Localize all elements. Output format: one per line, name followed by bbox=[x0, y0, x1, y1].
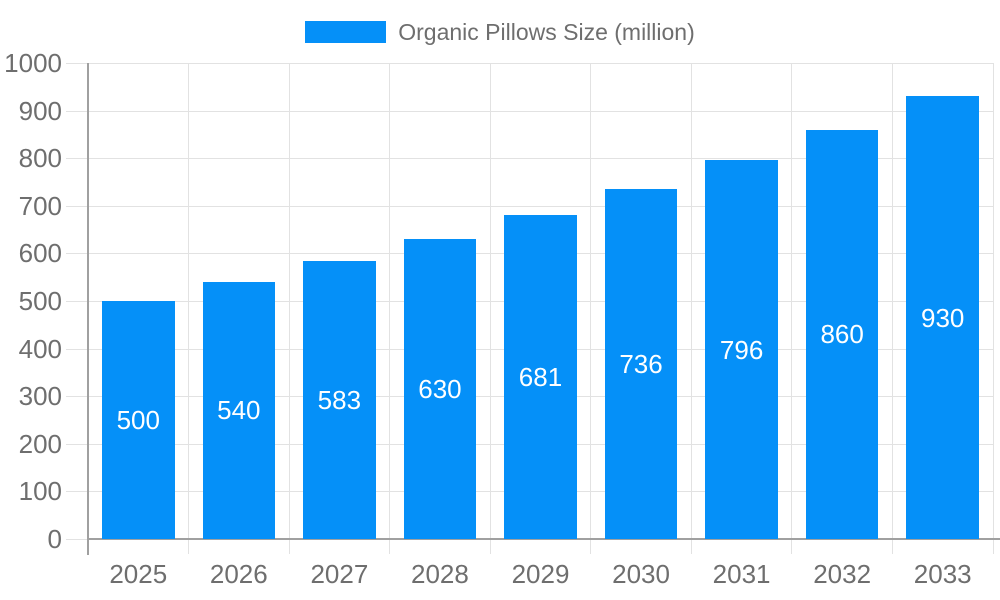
gridline-h bbox=[66, 110, 993, 112]
y-tick-label: 900 bbox=[18, 95, 62, 126]
y-tick-label: 0 bbox=[47, 524, 62, 554]
gridline-h bbox=[66, 205, 993, 207]
x-tick-label: 2025 bbox=[109, 559, 168, 589]
gridline-v bbox=[992, 63, 994, 554]
x-axis-line bbox=[88, 538, 1000, 540]
y-tick-label: 1000 bbox=[4, 48, 62, 78]
bar-2032[interactable]: 860 bbox=[805, 129, 879, 539]
gridline-v bbox=[891, 63, 893, 554]
bar-value-label: 681 bbox=[518, 361, 563, 392]
gridline-v bbox=[791, 63, 793, 554]
bar-value-label: 540 bbox=[217, 395, 261, 426]
legend-label: Organic Pillows Size (million) bbox=[398, 18, 695, 45]
x-tick-label: 2030 bbox=[612, 559, 670, 589]
gridline-v bbox=[188, 63, 190, 554]
y-tick-label: 800 bbox=[18, 143, 62, 174]
bar-2026[interactable]: 540 bbox=[202, 281, 276, 539]
bar-2027[interactable]: 583 bbox=[303, 261, 376, 539]
x-tick-label: 2032 bbox=[813, 559, 872, 589]
bar-value-label: 930 bbox=[921, 302, 965, 333]
bar-2025[interactable]: 500 bbox=[102, 301, 175, 539]
gridline-v bbox=[288, 63, 290, 554]
bar-2028[interactable]: 630 bbox=[403, 239, 477, 539]
x-tick-label: 2027 bbox=[310, 559, 369, 589]
bar-value-label: 583 bbox=[317, 385, 362, 416]
y-axis-line bbox=[87, 63, 89, 555]
bar-value-label: 736 bbox=[619, 348, 663, 379]
legend[interactable]: Organic Pillows Size (million) bbox=[0, 18, 1000, 45]
gridline-v bbox=[690, 63, 692, 554]
y-tick-label: 500 bbox=[18, 286, 62, 316]
x-tick-label: 2033 bbox=[913, 559, 972, 589]
x-tick-label: 2031 bbox=[712, 559, 771, 589]
y-tick-label: 300 bbox=[18, 381, 62, 412]
x-tick-label: 2028 bbox=[411, 559, 469, 589]
y-tick-label: 100 bbox=[18, 476, 62, 507]
bar-value-label: 500 bbox=[116, 405, 160, 435]
bar-value-label: 630 bbox=[418, 374, 462, 405]
bar-value-label: 796 bbox=[719, 334, 764, 365]
bar-2030[interactable]: 736 bbox=[604, 188, 678, 539]
gridline-h bbox=[66, 158, 993, 160]
gridline-v bbox=[389, 63, 391, 554]
plot-area: 0 100 200 300 400 500 600 700 800 900 1000 500 2025 5… bbox=[4, 48, 1000, 589]
legend-swatch-icon bbox=[305, 21, 387, 43]
gridline-v bbox=[489, 63, 491, 554]
y-tick-label: 600 bbox=[18, 238, 62, 269]
y-tick-label: 400 bbox=[18, 333, 62, 364]
gridline-v bbox=[590, 63, 592, 554]
gridline-h bbox=[66, 63, 993, 64]
x-tick-label: 2026 bbox=[209, 559, 268, 589]
bar-2029[interactable]: 681 bbox=[504, 214, 577, 539]
y-tick-label: 200 bbox=[18, 428, 62, 459]
x-tick-label: 2029 bbox=[511, 559, 570, 589]
bar-2033[interactable]: 930 bbox=[906, 96, 979, 539]
bar-2031[interactable]: 796 bbox=[705, 160, 778, 539]
y-tick-label: 700 bbox=[18, 190, 62, 221]
bar-value-label: 860 bbox=[820, 319, 864, 350]
